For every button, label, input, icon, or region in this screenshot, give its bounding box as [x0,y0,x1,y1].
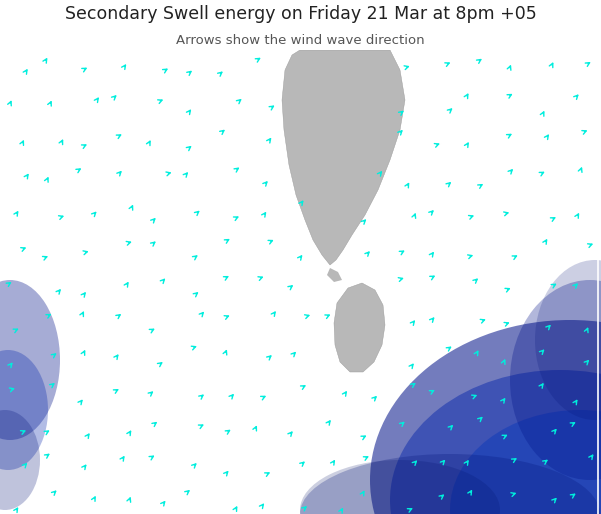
Polygon shape [282,50,405,265]
Text: Secondary Swell energy on Friday 21 Mar at 8pm +05: Secondary Swell energy on Friday 21 Mar … [65,5,536,23]
Polygon shape [327,268,342,282]
Ellipse shape [510,280,601,480]
Ellipse shape [450,410,601,514]
Ellipse shape [300,454,600,514]
Ellipse shape [300,460,500,514]
Ellipse shape [370,320,601,514]
Ellipse shape [390,370,601,514]
Ellipse shape [0,350,48,470]
Ellipse shape [0,410,40,510]
Text: Arrows show the wind wave direction: Arrows show the wind wave direction [176,34,425,47]
Ellipse shape [535,260,601,420]
Ellipse shape [0,280,60,440]
Polygon shape [334,283,385,372]
